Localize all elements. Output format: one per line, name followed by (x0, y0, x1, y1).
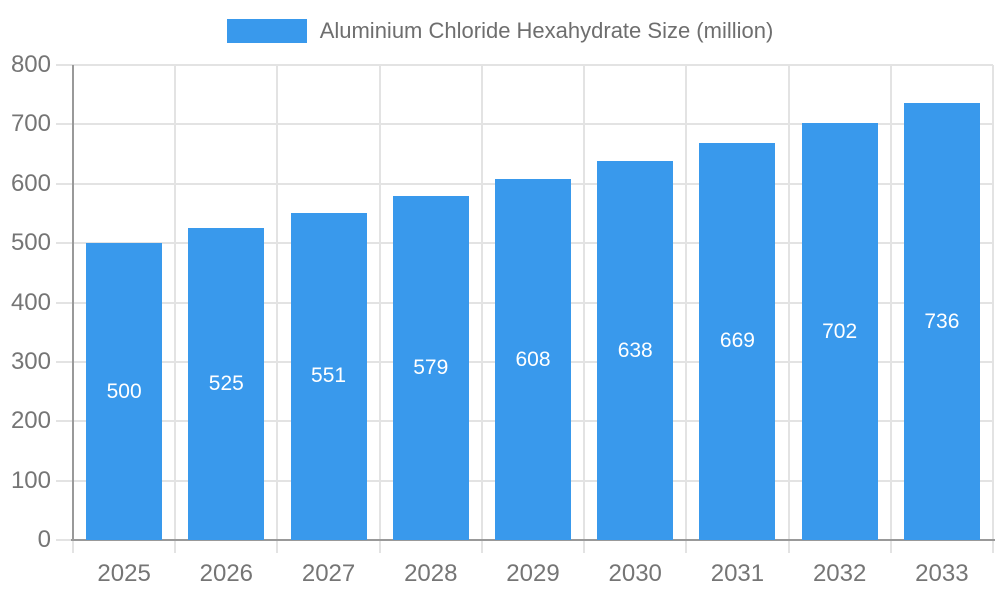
y-axis-tick (56, 182, 73, 185)
x-axis-label-2032: 2032 (812, 560, 867, 587)
y-axis-label: 800 (10, 51, 51, 78)
bar-value-label: 669 (719, 329, 755, 353)
legend-label: Aluminium Chloride Hexahydrate Size (mil… (319, 18, 774, 43)
y-axis-tick (56, 242, 73, 245)
x-axis-label-2031: 2031 (710, 560, 765, 587)
bar-2025[interactable]: 500 (86, 243, 163, 540)
bar-2027[interactable]: 551 (290, 212, 367, 540)
bar-value-label: 500 (106, 379, 142, 403)
y-axis-label: 300 (10, 347, 51, 375)
x-axis-line (71, 539, 995, 541)
x-axis-tick (992, 540, 994, 553)
bar-value-label: 525 (208, 372, 244, 396)
x-axis-label-2028: 2028 (404, 560, 458, 587)
y-axis-tick (56, 123, 73, 126)
bar-value-label: 702 (822, 319, 858, 343)
x-axis-tick (72, 540, 74, 553)
y-axis-tick (56, 539, 73, 541)
x-axis-tick (174, 540, 177, 553)
x-axis-label-2029: 2029 (506, 560, 560, 587)
y-axis-line (72, 65, 74, 541)
y-axis-tick (56, 301, 73, 304)
y-axis-label: 600 (10, 169, 51, 197)
x-axis-tick (889, 540, 892, 553)
gridline-vertical (480, 65, 483, 540)
bar-2032[interactable]: 702 (801, 123, 878, 540)
x-axis-label-2033: 2033 (915, 560, 969, 587)
bar-value-label: 638 (617, 338, 653, 362)
gridline-vertical (685, 65, 688, 540)
gridline-horizontal (73, 64, 993, 66)
x-axis-tick (480, 540, 483, 553)
y-axis-tick (56, 420, 73, 423)
y-axis-label: 200 (10, 407, 51, 435)
gridline-vertical (276, 65, 279, 540)
gridline-horizontal (73, 123, 993, 126)
bar-2031[interactable]: 669 (699, 142, 776, 540)
bar-2028[interactable]: 579 (392, 196, 469, 540)
y-axis-label: 700 (10, 110, 51, 138)
gridline-vertical (583, 65, 586, 540)
y-axis-tick (56, 479, 73, 482)
y-axis-label: 0 (37, 526, 51, 553)
y-axis-label: 400 (10, 288, 51, 316)
gridline-vertical (787, 65, 790, 540)
y-axis-tick (56, 360, 73, 363)
x-axis-label-2026: 2026 (199, 560, 254, 587)
bar-2026[interactable]: 525 (188, 228, 265, 540)
y-axis-label: 500 (10, 229, 51, 257)
bar-2030[interactable]: 638 (597, 161, 674, 540)
bar-value-label: 551 (311, 364, 347, 388)
x-axis-tick (276, 540, 279, 553)
bar-value-label: 608 (515, 347, 551, 371)
x-axis-tick (583, 540, 586, 553)
bar-value-label: 736 (924, 309, 960, 333)
bar-2029[interactable]: 608 (495, 179, 571, 540)
x-axis-tick (685, 540, 688, 553)
x-axis-label-2027: 2027 (301, 560, 356, 587)
x-axis-label-2025: 2025 (97, 560, 151, 587)
gridline-vertical (889, 65, 892, 540)
gridline-vertical (378, 65, 381, 540)
y-axis-label: 100 (10, 466, 51, 494)
legend-swatch (226, 19, 307, 43)
x-axis-tick (787, 540, 790, 553)
x-axis-label-2030: 2030 (608, 560, 662, 587)
legend[interactable]: Aluminium Chloride Hexahydrate Size (mil… (0, 18, 1000, 44)
gridline-vertical (992, 65, 994, 540)
x-axis-tick (378, 540, 381, 553)
y-axis-tick (56, 64, 73, 66)
gridline-vertical (174, 65, 177, 540)
bar-value-label: 579 (413, 356, 449, 380)
bar-2033[interactable]: 736 (903, 103, 980, 540)
